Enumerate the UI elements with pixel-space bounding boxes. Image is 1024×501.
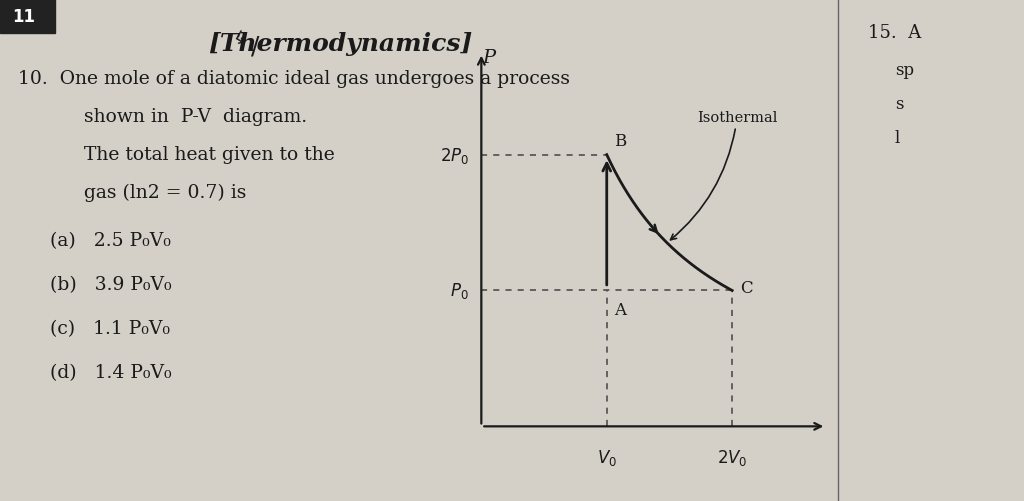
Text: (b)   3.9 P₀V₀: (b) 3.9 P₀V₀ — [50, 276, 172, 294]
Text: sp: sp — [895, 62, 914, 79]
Text: 10.  One mole of a diatomic ideal gas undergoes a process: 10. One mole of a diatomic ideal gas und… — [18, 70, 570, 88]
Text: A: A — [614, 302, 627, 319]
Bar — [0, 0, 55, 34]
Text: gas (ln2 = 0.7) is: gas (ln2 = 0.7) is — [48, 184, 247, 202]
Text: B: B — [614, 133, 627, 150]
Text: 15.  A: 15. A — [868, 24, 922, 42]
Text: l: l — [895, 130, 900, 147]
Text: /: / — [251, 34, 259, 58]
Text: (d)   1.4 P₀V₀: (d) 1.4 P₀V₀ — [50, 363, 172, 381]
Text: s: s — [895, 96, 903, 113]
Text: ↳: ↳ — [227, 29, 249, 52]
Text: C: C — [739, 280, 753, 297]
Text: Isothermal: Isothermal — [671, 110, 777, 240]
Text: P: P — [482, 49, 496, 67]
Text: (a)   2.5 P₀V₀: (a) 2.5 P₀V₀ — [50, 231, 171, 249]
Text: shown in  P-V  diagram.: shown in P-V diagram. — [48, 108, 307, 126]
Text: 11: 11 — [12, 8, 35, 26]
Text: (c)   1.1 P₀V₀: (c) 1.1 P₀V₀ — [50, 319, 170, 337]
Text: $2V_0$: $2V_0$ — [717, 447, 748, 467]
Text: $P_0$: $P_0$ — [451, 281, 469, 301]
Text: $V_0$: $V_0$ — [597, 447, 616, 467]
Text: The total heat given to the: The total heat given to the — [48, 146, 335, 164]
Text: [Thermodynamics]: [Thermodynamics] — [208, 32, 472, 56]
Text: $2P_0$: $2P_0$ — [439, 145, 469, 165]
